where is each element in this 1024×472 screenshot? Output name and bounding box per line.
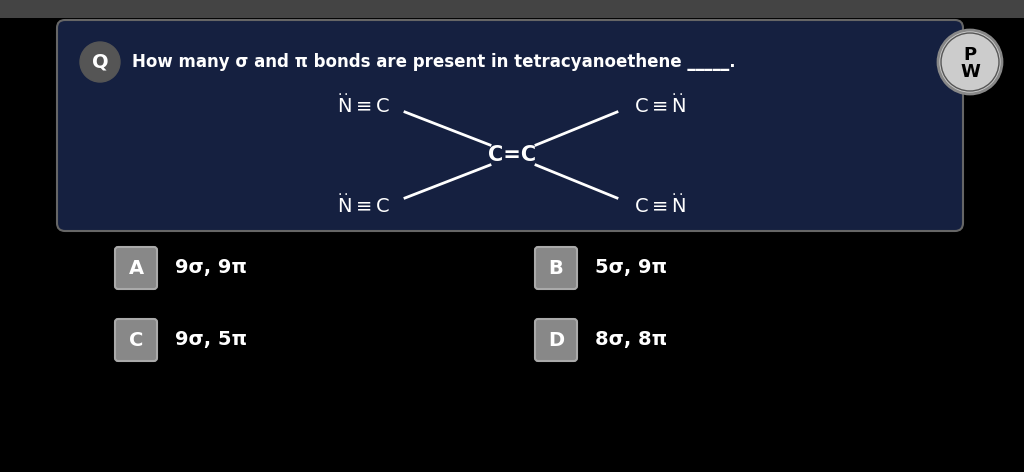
Text: C=C: C=C (488, 145, 536, 165)
Circle shape (80, 42, 120, 82)
FancyBboxPatch shape (535, 247, 577, 289)
Text: 9σ, 5π: 9σ, 5π (175, 330, 247, 349)
Text: $\rm C{\equiv}\overset{..}{N}$: $\rm C{\equiv}\overset{..}{N}$ (634, 193, 686, 217)
FancyBboxPatch shape (115, 319, 157, 361)
Text: W: W (961, 63, 980, 81)
Text: $\rm \overset{..}{N}{\equiv}C$: $\rm \overset{..}{N}{\equiv}C$ (337, 93, 390, 117)
Text: C: C (129, 330, 143, 349)
Circle shape (938, 30, 1002, 94)
Text: Q: Q (92, 52, 109, 71)
Text: B: B (549, 259, 563, 278)
Text: $\rm \overset{..}{N}{\equiv}C$: $\rm \overset{..}{N}{\equiv}C$ (337, 193, 390, 217)
Text: $\rm C{\equiv}\overset{..}{N}$: $\rm C{\equiv}\overset{..}{N}$ (634, 93, 686, 117)
Text: How many σ and π bonds are present in tetracyanoethene _____.: How many σ and π bonds are present in te… (132, 53, 735, 71)
Text: 9σ, 9π: 9σ, 9π (175, 259, 247, 278)
FancyBboxPatch shape (0, 0, 1024, 18)
Text: 5σ, 9π: 5σ, 9π (595, 259, 667, 278)
FancyBboxPatch shape (535, 319, 577, 361)
Text: A: A (128, 259, 143, 278)
FancyBboxPatch shape (57, 20, 963, 231)
Text: 8σ, 8π: 8σ, 8π (595, 330, 667, 349)
FancyBboxPatch shape (115, 247, 157, 289)
Text: D: D (548, 330, 564, 349)
Text: P: P (964, 46, 977, 64)
